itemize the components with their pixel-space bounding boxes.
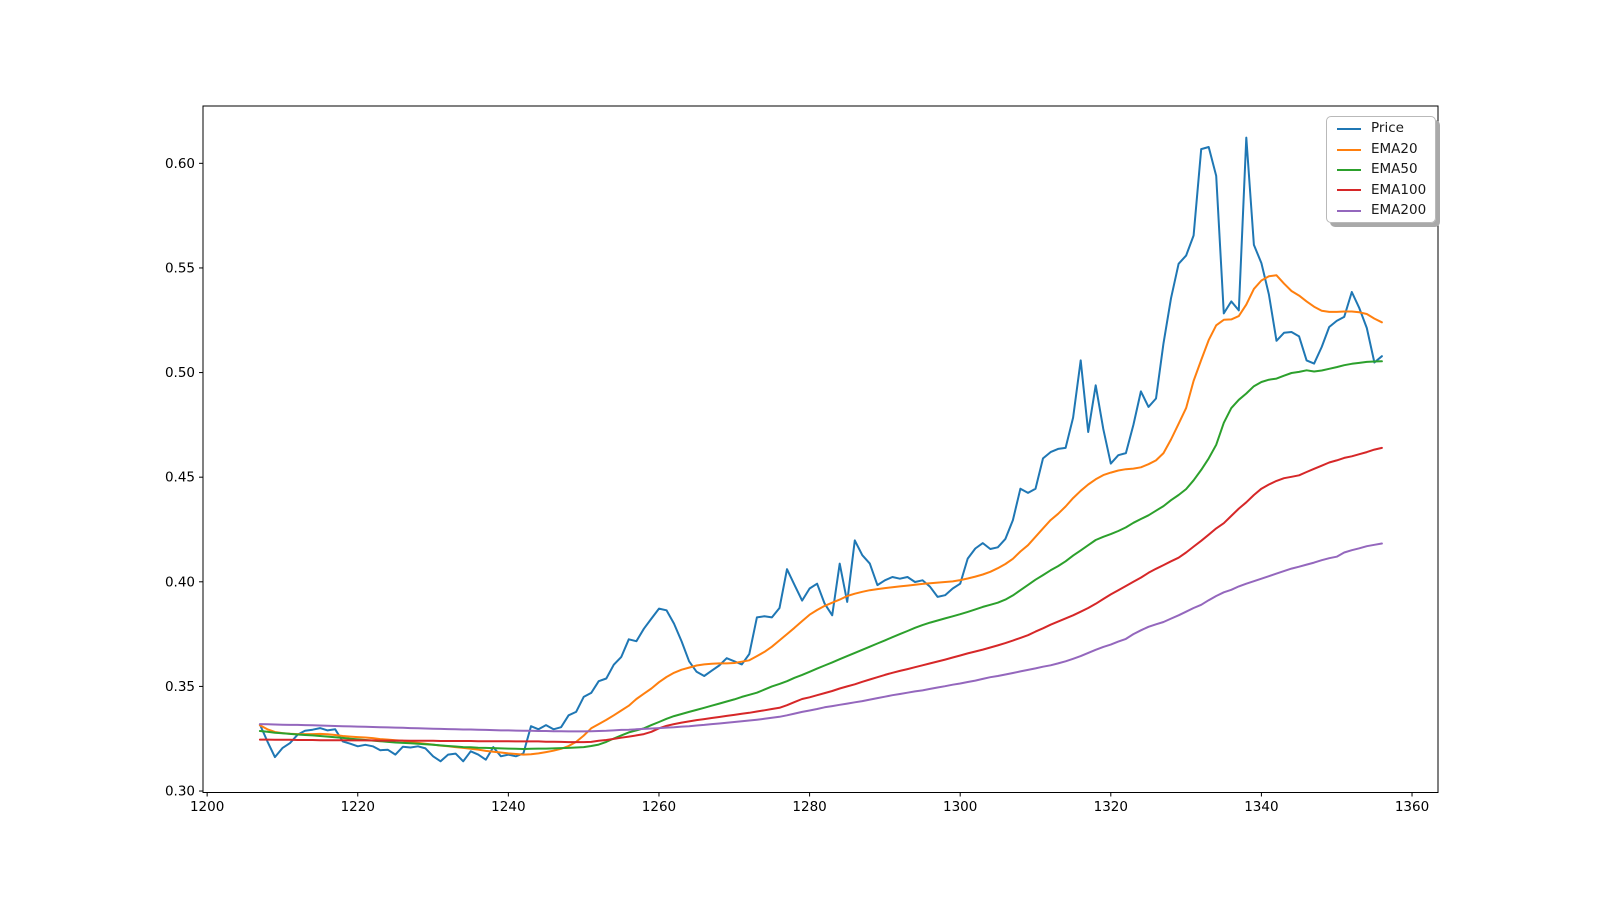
legend-item-ema200: EMA200 [1327,201,1435,221]
legend-item-ema20: EMA20 [1327,139,1435,159]
ema20-line-swatch [1337,148,1361,151]
legend-item-price: Price [1327,119,1435,139]
y-tick-label: 0.30 [165,784,195,800]
legend-label: EMA200 [1371,202,1427,218]
ema100-line-swatch [1337,189,1361,192]
x-tick-label: 1360 [1395,799,1429,815]
line-ema50 [258,360,1383,750]
x-tick-label: 1220 [341,799,375,815]
data-series [258,136,1383,763]
legend: Price EMA20 EMA50 EMA100 EMA200 [1326,116,1436,223]
y-tick-label: 0.60 [165,156,195,172]
x-tick-label: 1280 [792,799,826,815]
line-price [258,136,1383,763]
legend-label: Price [1371,120,1404,137]
legend-item-ema50: EMA50 [1327,160,1435,180]
y-tick-label: 0.50 [165,365,195,381]
x-tick-label: 1260 [642,799,676,815]
plot-area-border [202,105,1439,793]
legend-label: EMA50 [1371,161,1418,178]
line-ema200 [258,542,1383,733]
legend-label: EMA100 [1371,181,1427,198]
line-ema20 [258,274,1383,756]
x-tick-label: 1300 [943,799,977,815]
price-line-swatch [1337,128,1361,131]
axis-ticks: 1200 1220 1240 1260 1280 1300 1320 1340 1360 0.30… [165,156,1429,815]
legend-label: EMA20 [1371,140,1418,157]
legend-item-ema100: EMA100 [1327,180,1435,200]
y-tick-label: 0.35 [165,679,195,695]
y-tick-label: 0.45 [165,470,195,486]
y-tick-label: 0.55 [165,260,195,276]
ema50-line-swatch [1337,168,1361,171]
x-tick-label: 1200 [190,799,224,815]
y-tick-label: 0.40 [165,574,195,590]
x-tick-label: 1340 [1244,799,1278,815]
x-tick-label: 1320 [1094,799,1128,815]
line-ema100 [258,446,1383,744]
x-tick-label: 1240 [491,799,525,815]
ema200-line-swatch [1337,209,1361,212]
